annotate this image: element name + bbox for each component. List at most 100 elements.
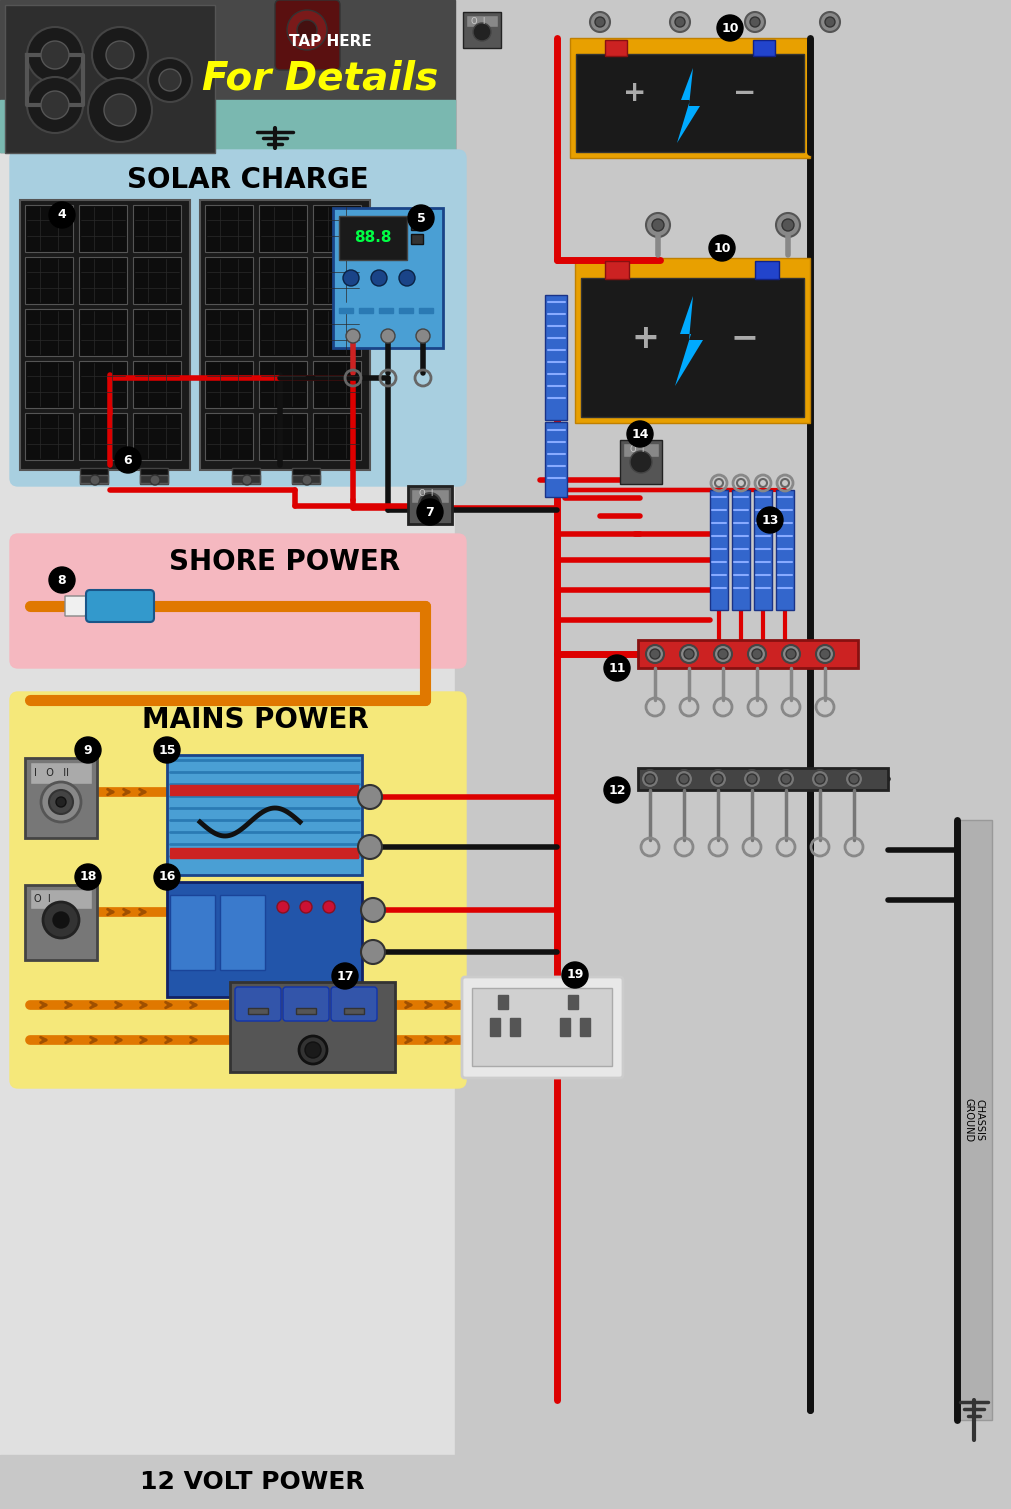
Circle shape (713, 774, 723, 785)
Bar (259, 413, 307, 460)
Bar (133, 413, 181, 460)
Bar (620, 441, 662, 484)
Circle shape (709, 770, 727, 788)
Circle shape (748, 644, 766, 662)
Circle shape (650, 649, 660, 659)
Bar (580, 1019, 590, 1037)
Circle shape (679, 774, 690, 785)
Bar (605, 41, 627, 56)
Circle shape (242, 475, 252, 484)
Bar (755, 261, 779, 279)
Bar (455, 0, 1011, 1509)
Text: O  I: O I (630, 445, 644, 454)
Circle shape (43, 902, 79, 939)
FancyBboxPatch shape (331, 987, 377, 1022)
Polygon shape (675, 296, 703, 386)
Bar (5, 5, 215, 152)
Text: 17: 17 (337, 969, 354, 982)
Circle shape (49, 202, 75, 228)
Circle shape (786, 649, 796, 659)
Bar (170, 895, 215, 970)
Polygon shape (677, 68, 700, 143)
Bar (133, 361, 181, 407)
Circle shape (645, 774, 655, 785)
Bar (581, 278, 804, 416)
Circle shape (346, 329, 360, 343)
Bar (205, 413, 253, 460)
Bar (576, 54, 804, 152)
Bar (292, 468, 320, 484)
Bar (339, 216, 407, 260)
Bar (732, 490, 750, 610)
Bar (80, 468, 108, 484)
FancyBboxPatch shape (10, 534, 466, 668)
Bar (140, 468, 168, 484)
Circle shape (27, 27, 83, 83)
Circle shape (358, 785, 382, 809)
Circle shape (777, 770, 795, 788)
Bar (80, 475, 108, 483)
FancyBboxPatch shape (86, 590, 154, 622)
Circle shape (154, 865, 180, 890)
Text: 12 VOLT POWER: 12 VOLT POWER (140, 1470, 364, 1494)
Circle shape (825, 17, 835, 27)
Circle shape (90, 475, 100, 484)
Bar (259, 309, 307, 356)
Bar (313, 257, 361, 303)
Bar (472, 988, 612, 1065)
Bar (776, 490, 794, 610)
Bar (359, 308, 373, 312)
Bar (570, 38, 810, 158)
Bar (313, 309, 361, 356)
Circle shape (714, 644, 732, 662)
Text: 5: 5 (417, 211, 426, 225)
Bar (545, 294, 567, 420)
FancyBboxPatch shape (10, 693, 466, 1088)
Text: MAINS POWER: MAINS POWER (142, 706, 368, 733)
Text: For Details: For Details (202, 59, 438, 97)
Circle shape (849, 774, 859, 785)
Bar (140, 475, 168, 483)
Circle shape (104, 94, 136, 125)
Circle shape (473, 23, 491, 41)
Circle shape (358, 834, 382, 859)
Bar (498, 994, 508, 1010)
Circle shape (27, 77, 83, 133)
Circle shape (371, 270, 387, 287)
Text: O  I: O I (419, 489, 434, 498)
Circle shape (53, 911, 69, 928)
Circle shape (562, 963, 588, 988)
Text: TAP HERE: TAP HERE (288, 35, 371, 50)
Circle shape (750, 17, 760, 27)
Bar (205, 309, 253, 356)
Circle shape (717, 15, 743, 41)
Text: 4: 4 (58, 208, 67, 222)
Circle shape (323, 901, 335, 913)
Circle shape (816, 644, 834, 662)
Circle shape (361, 898, 385, 922)
Circle shape (297, 20, 317, 41)
Bar (205, 257, 253, 303)
Circle shape (652, 219, 664, 231)
Bar (419, 308, 433, 312)
Bar (0, 100, 455, 152)
Circle shape (305, 1043, 321, 1058)
Text: 18: 18 (79, 871, 97, 883)
Bar (545, 423, 567, 496)
Circle shape (745, 12, 765, 32)
Circle shape (277, 901, 289, 913)
Text: 15: 15 (159, 744, 176, 756)
Bar (0, 1455, 1011, 1509)
Circle shape (743, 770, 761, 788)
Bar (259, 205, 307, 252)
Text: O  I: O I (34, 893, 51, 904)
Bar (232, 475, 260, 483)
Circle shape (675, 17, 685, 27)
Bar (638, 768, 888, 791)
Bar (344, 1008, 364, 1014)
Text: −: − (733, 78, 756, 107)
Bar (25, 205, 73, 252)
Bar (333, 208, 443, 349)
Circle shape (75, 736, 101, 764)
Circle shape (782, 219, 794, 231)
